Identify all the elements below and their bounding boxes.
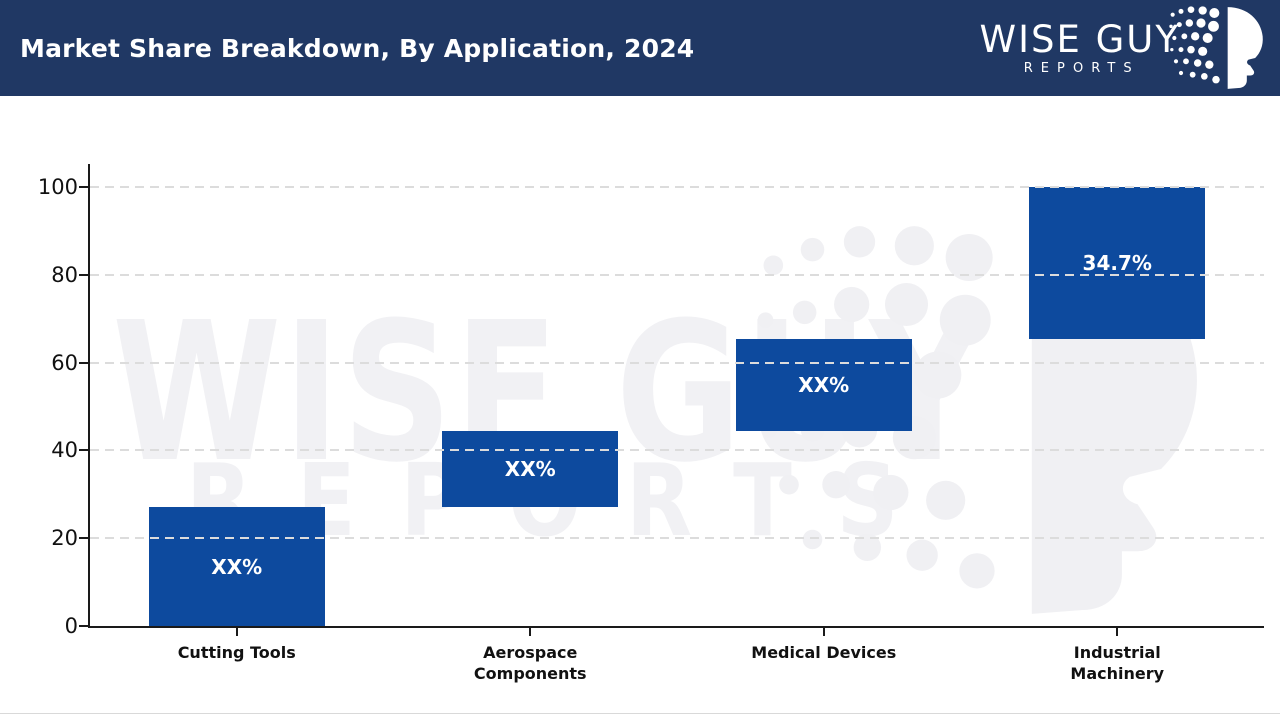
page-title: Market Share Breakdown, By Application, … bbox=[20, 33, 695, 63]
x-category-label: Aerospace Components bbox=[473, 643, 587, 683]
x-tick-mark bbox=[529, 628, 532, 636]
logo-wordmark: WISE GUY bbox=[979, 17, 1180, 61]
gridline bbox=[90, 537, 1264, 540]
gridline bbox=[90, 273, 1264, 276]
logo-subtext: REPORTS bbox=[1023, 60, 1140, 76]
x-tick-mark bbox=[822, 628, 825, 636]
y-tick-mark bbox=[79, 625, 88, 627]
y-tick-label: 60 bbox=[51, 350, 78, 375]
x-tick-mark bbox=[1116, 628, 1119, 636]
x-tick-mark bbox=[235, 628, 238, 636]
y-tick-label: 0 bbox=[64, 614, 78, 638]
bar-value-label: XX% bbox=[504, 457, 556, 482]
gridline bbox=[90, 186, 1264, 188]
y-tick-mark bbox=[79, 361, 88, 364]
x-category-label: Medical Devices bbox=[751, 643, 897, 662]
waterfall-bar-industrial-machinery: 34.7% bbox=[1029, 187, 1206, 340]
y-tick-label: 40 bbox=[51, 438, 78, 463]
y-tick-label: 100 bbox=[37, 175, 78, 199]
y-tick-mark bbox=[79, 273, 88, 276]
header-banner: Market Share Breakdown, By Application, … bbox=[0, 0, 1280, 96]
waterfall-bar-aerospace-components: XX% bbox=[442, 430, 619, 508]
logo-text: WISE GUY REPORTS bbox=[979, 17, 1180, 76]
x-category-label: Industrial Machinery bbox=[1070, 643, 1165, 683]
head-profile-icon bbox=[1166, 6, 1266, 90]
wiseguy-logo: WISE GUY REPORTS bbox=[980, 6, 1266, 90]
waterfall-bar-cutting-tools: XX% bbox=[148, 507, 325, 626]
plot-area: 0 20 40 60 80 100 XX% Cutting Tools XX% Aerospace… bbox=[38, 164, 1264, 683]
y-tick-mark bbox=[79, 449, 88, 452]
waterfall-bar-medical-devices: XX% bbox=[735, 339, 912, 431]
bar-value-label: 34.7% bbox=[1082, 251, 1152, 276]
y-tick-label: 80 bbox=[51, 262, 78, 287]
y-tick-mark bbox=[79, 186, 88, 188]
gridline bbox=[90, 449, 1264, 452]
bar-value-label: XX% bbox=[798, 372, 850, 397]
bar-value-label: XX% bbox=[211, 554, 263, 579]
gridline bbox=[90, 361, 1264, 364]
y-tick-label: 20 bbox=[51, 526, 78, 551]
bottom-divider bbox=[0, 713, 1280, 714]
x-category-label: Cutting Tools bbox=[177, 643, 296, 662]
y-tick-mark bbox=[79, 537, 88, 540]
